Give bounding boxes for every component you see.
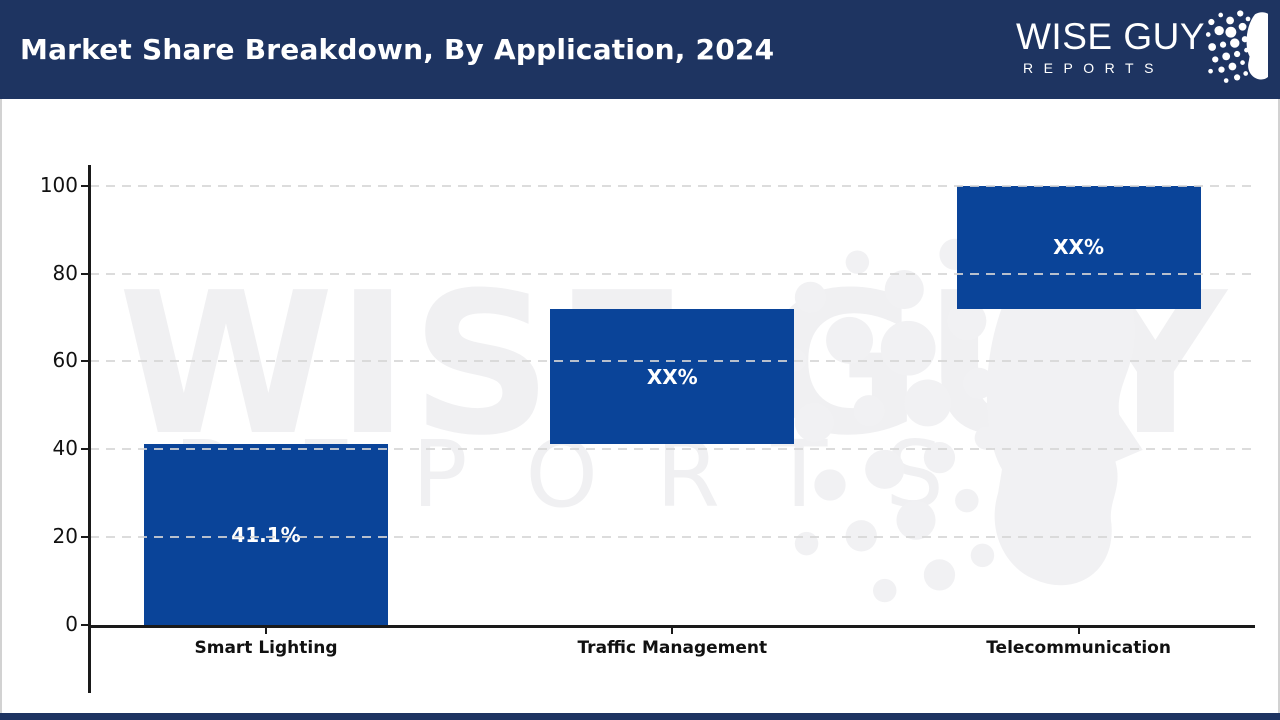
y-tick-label: 100 xyxy=(39,172,78,197)
gridline xyxy=(90,272,1255,275)
bar-value-label: 41.1% xyxy=(231,522,301,547)
logo-face-icon xyxy=(1205,10,1268,83)
y-tick-mark xyxy=(81,272,88,275)
y-tick-label: 20 xyxy=(52,524,78,549)
x-tick-label: Traffic Management xyxy=(577,638,768,658)
y-tick-label: 60 xyxy=(52,348,78,373)
y-axis xyxy=(88,165,91,693)
bar: 41.1% xyxy=(144,444,388,625)
plot-area: WISE GUY REPORTS 41.1%XX%XX%020406080100… xyxy=(0,99,1280,713)
logo-reports-text: REPORTS xyxy=(1023,60,1164,76)
y-tick-label: 0 xyxy=(65,612,78,636)
y-tick-label: 40 xyxy=(52,436,78,461)
y-tick-mark xyxy=(81,360,88,363)
bar-value-label: XX% xyxy=(1053,235,1105,260)
x-tick-mark xyxy=(671,627,674,634)
header-bar: Market Share Breakdown, By Application, … xyxy=(0,0,1280,99)
footer-bar xyxy=(0,713,1280,720)
bar-value-label: XX% xyxy=(646,364,698,389)
page-title: Market Share Breakdown, By Application, … xyxy=(20,33,775,66)
gridline xyxy=(90,360,1255,363)
gridline xyxy=(90,448,1255,451)
gridline xyxy=(90,184,1255,187)
y-tick-mark xyxy=(81,184,88,187)
x-tick-mark xyxy=(1077,627,1080,634)
bar: XX% xyxy=(956,185,1201,309)
logo-wordmark: WISE GUY xyxy=(1016,16,1205,57)
bar: XX% xyxy=(550,308,795,445)
x-tick-label: Telecommunication xyxy=(986,638,1171,658)
x-tick-label: Smart Lighting xyxy=(194,638,338,658)
wise-guy-reports-logo: WISE GUY REPORTS xyxy=(1016,10,1268,83)
y-tick-mark xyxy=(81,448,88,451)
x-axis xyxy=(88,625,1255,628)
x-tick-mark xyxy=(265,627,267,634)
y-tick-mark xyxy=(81,624,88,626)
gridline xyxy=(90,536,1255,539)
y-tick-label: 80 xyxy=(52,260,78,285)
y-tick-mark xyxy=(81,536,88,539)
